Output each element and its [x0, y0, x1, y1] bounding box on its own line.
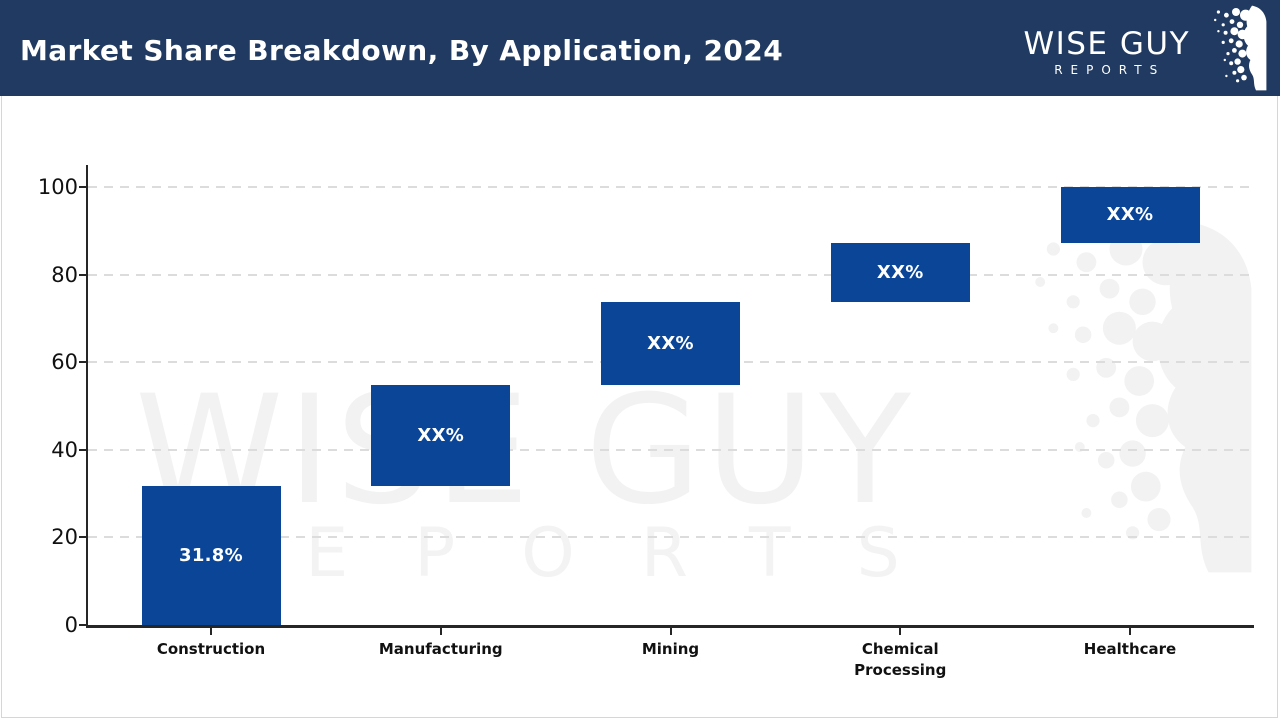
bar-value-label: XX%: [1106, 204, 1154, 226]
y-tick-label-80: 80: [51, 262, 78, 287]
x-axis-label-manufacturing: Manufacturing: [378, 640, 503, 658]
logo-dotted-head-icon: [1188, 4, 1268, 96]
bar-value-label: XX%: [876, 261, 924, 283]
gridline-40: [88, 448, 1254, 451]
x-tick-mark: [899, 627, 902, 635]
y-tick-mark-60: [79, 361, 86, 364]
x-axis-label-construction: Construction: [156, 640, 266, 658]
x-tick-mark: [210, 627, 212, 635]
bar-manufacturing: XX%: [371, 385, 511, 486]
x-axis-label-healthcare: Healthcare: [1083, 640, 1177, 658]
x-axis-label-mining: Mining: [641, 640, 700, 658]
gridline-80: [88, 273, 1254, 276]
bar-value-label: XX%: [417, 424, 465, 446]
x-axis-label-chemical-processing: Chemical Processing: [854, 640, 947, 679]
gridline-100: [88, 186, 1254, 189]
logo-text: WISE GUY REPORTS: [1023, 26, 1190, 77]
y-tick-mark-20: [79, 536, 86, 539]
bar-value-label: 31.8%: [179, 544, 243, 566]
y-tick-mark-80: [79, 273, 86, 276]
header-bar: Market Share Breakdown, By Application, …: [0, 0, 1280, 96]
gridline-20: [88, 536, 1254, 539]
logo-reports-text: REPORTS: [1054, 63, 1166, 77]
bar-mining: XX%: [601, 301, 740, 386]
y-tick-mark-100: [79, 186, 86, 189]
watermark-reports-text: REPORTS: [192, 514, 966, 593]
y-tick-label-0: 0: [64, 613, 78, 637]
bar-construction: 31.8%: [141, 485, 281, 625]
x-tick-mark: [439, 627, 442, 635]
y-tick-mark-0: [79, 624, 86, 626]
y-axis-line: [86, 165, 88, 627]
y-tick-mark-40: [79, 448, 86, 451]
chart-title: Market Share Breakdown, By Application, …: [20, 34, 784, 67]
x-tick-mark: [1129, 627, 1131, 635]
y-tick-label-100: 100: [37, 175, 78, 200]
y-tick-label-60: 60: [51, 350, 78, 375]
x-tick-mark: [669, 627, 672, 635]
y-tick-label-20: 20: [51, 525, 78, 550]
logo-wordmark: WISE GUY: [1023, 26, 1190, 62]
bar-chemical-processing: XX%: [830, 242, 970, 302]
bar-value-label: XX%: [647, 332, 694, 354]
y-tick-label-40: 40: [51, 437, 78, 462]
x-axis-line: [86, 625, 1254, 628]
wise-guy-reports-logo: WISE GUY REPORTS: [1018, 0, 1268, 96]
bar-healthcare: XX%: [1060, 187, 1200, 243]
